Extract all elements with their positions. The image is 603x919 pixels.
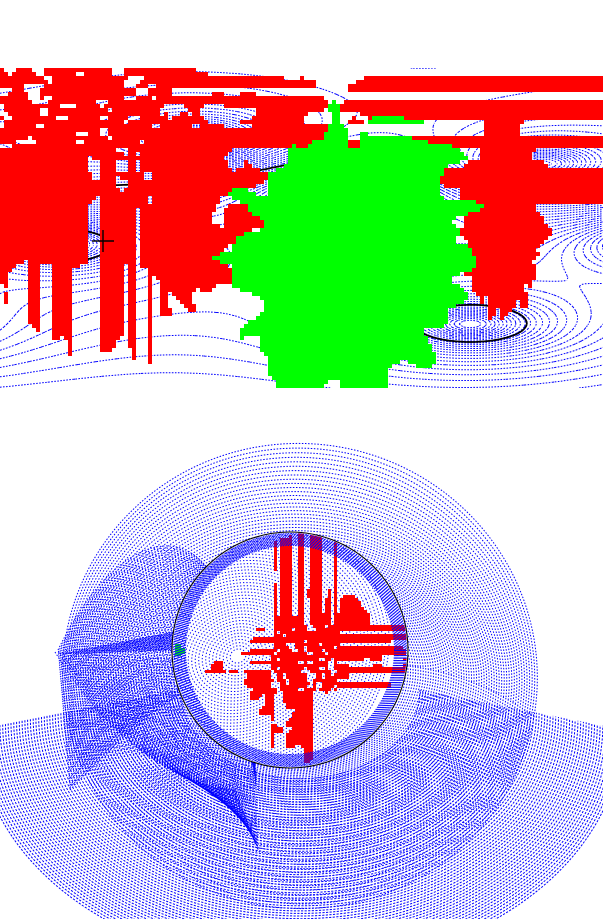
crosshair-marker bbox=[92, 230, 114, 252]
globe-surface-canvas[interactable] bbox=[0, 440, 603, 919]
contour-map-canvas[interactable] bbox=[0, 68, 603, 388]
globe-surface-panel[interactable] bbox=[0, 440, 603, 919]
contour-map-panel[interactable] bbox=[0, 68, 603, 388]
